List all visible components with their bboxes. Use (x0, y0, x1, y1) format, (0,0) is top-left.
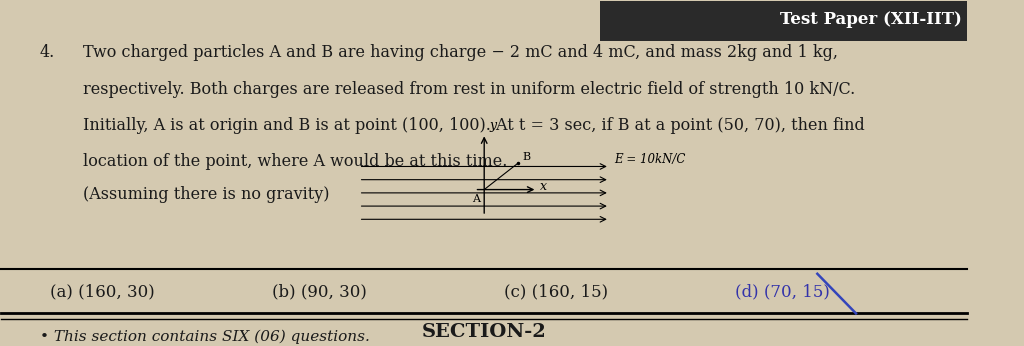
Text: SECTION-2: SECTION-2 (422, 323, 547, 341)
Text: (b) (90, 30): (b) (90, 30) (271, 283, 367, 300)
Text: E = 10kN/C: E = 10kN/C (614, 153, 686, 166)
Text: x: x (541, 181, 547, 193)
Text: • This section contains SIX (06) questions.: • This section contains SIX (06) questio… (40, 330, 370, 344)
Text: (Assuming there is no gravity): (Assuming there is no gravity) (84, 186, 330, 203)
Text: A: A (472, 193, 480, 203)
Text: (a) (160, 30): (a) (160, 30) (50, 283, 155, 300)
Text: location of the point, where A would be at this time.: location of the point, where A would be … (84, 153, 508, 170)
FancyBboxPatch shape (600, 1, 967, 41)
Text: 4.: 4. (40, 44, 55, 61)
Text: y: y (489, 119, 497, 132)
Text: Two charged particles A and B are having charge − 2 mC and 4 mC, and mass 2kg an: Two charged particles A and B are having… (84, 44, 839, 61)
Text: Test Paper (XII-IIT): Test Paper (XII-IIT) (780, 11, 963, 28)
Text: (c) (160, 15): (c) (160, 15) (504, 283, 607, 300)
Text: respectively. Both charges are released from rest in uniform electric field of s: respectively. Both charges are released … (84, 81, 856, 98)
Text: (d) (70, 15): (d) (70, 15) (735, 283, 830, 300)
Text: Initially, A is at origin and B is at point (100, 100). At t = 3 sec, if B at a : Initially, A is at origin and B is at po… (84, 117, 865, 134)
Text: B: B (523, 152, 531, 162)
